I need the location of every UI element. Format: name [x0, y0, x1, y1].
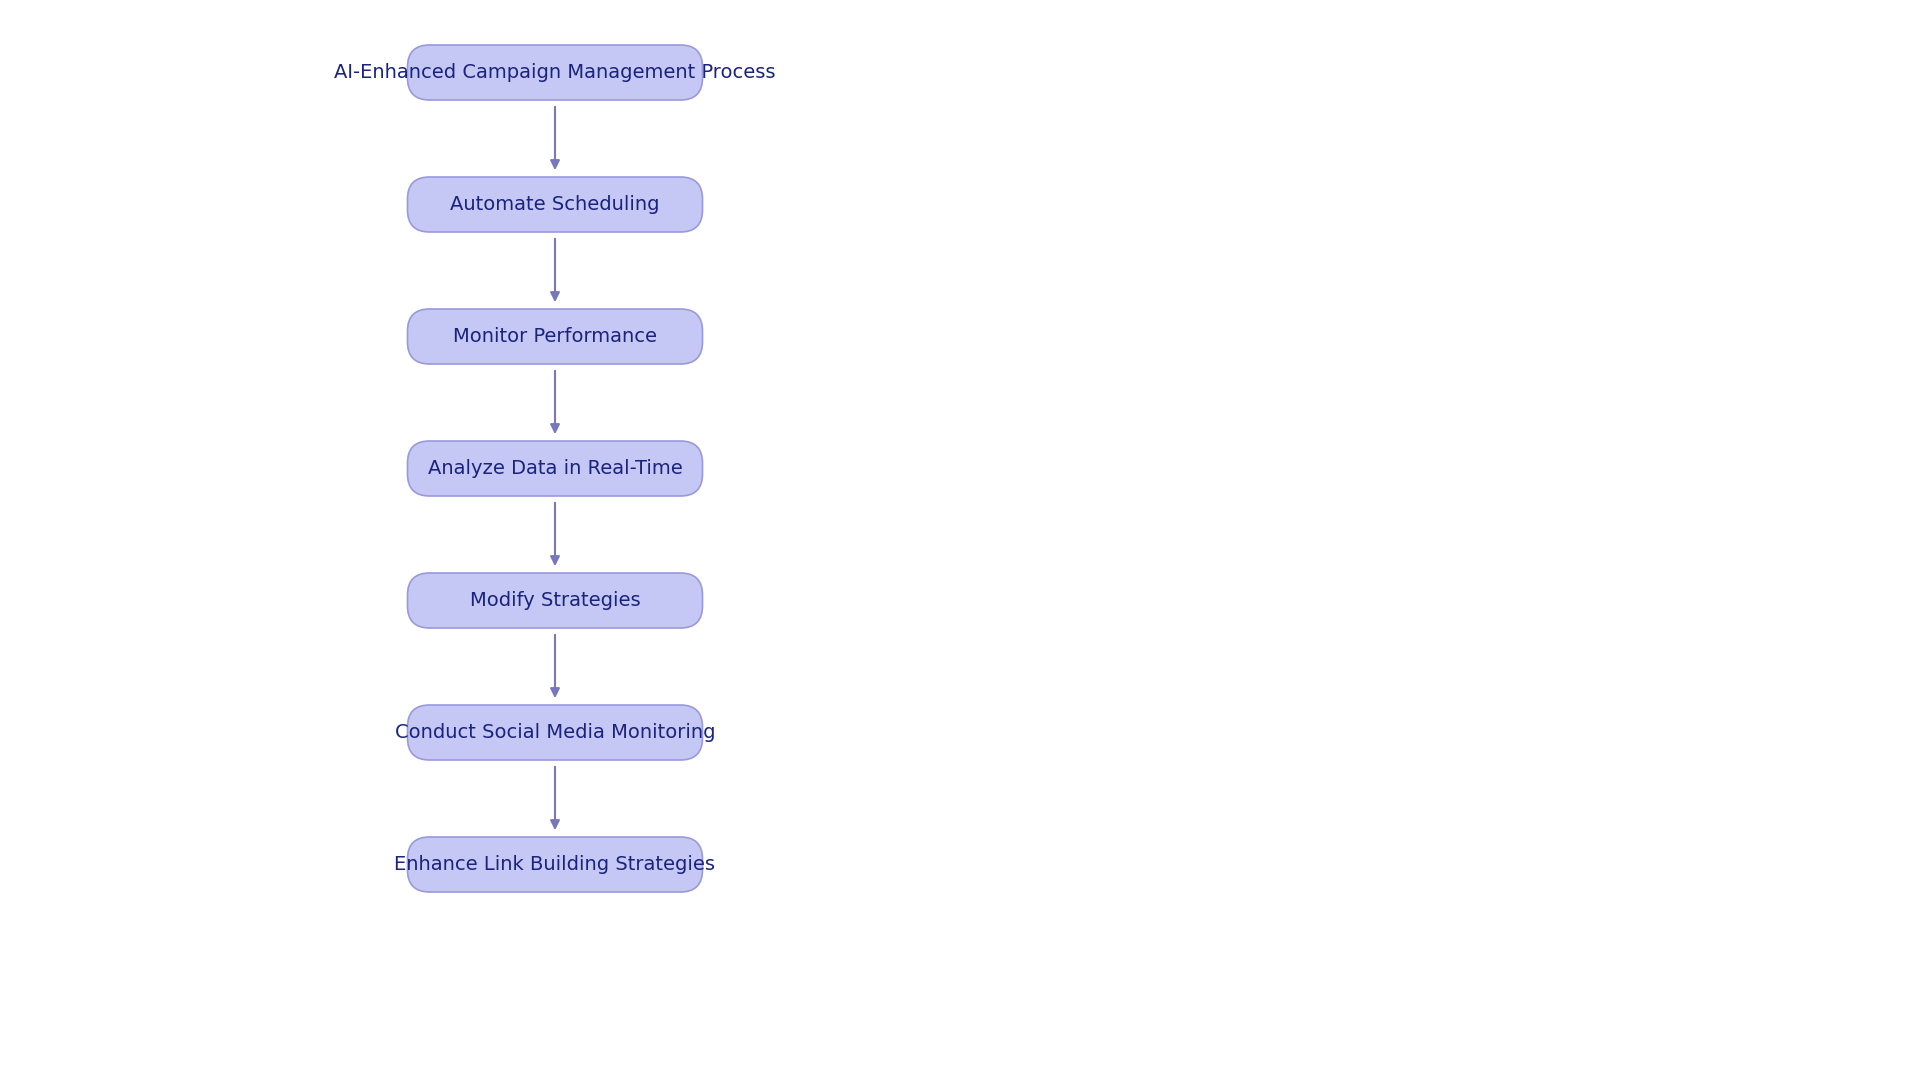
- FancyBboxPatch shape: [407, 45, 703, 100]
- Text: Monitor Performance: Monitor Performance: [453, 327, 657, 345]
- FancyBboxPatch shape: [407, 177, 703, 232]
- Text: Enhance Link Building Strategies: Enhance Link Building Strategies: [394, 854, 716, 874]
- Text: Automate Scheduling: Automate Scheduling: [451, 195, 660, 214]
- FancyBboxPatch shape: [407, 309, 703, 364]
- FancyBboxPatch shape: [407, 837, 703, 892]
- FancyBboxPatch shape: [407, 573, 703, 628]
- FancyBboxPatch shape: [407, 441, 703, 496]
- Text: Modify Strategies: Modify Strategies: [470, 591, 639, 610]
- FancyBboxPatch shape: [407, 705, 703, 760]
- Text: AI-Enhanced Campaign Management Process: AI-Enhanced Campaign Management Process: [334, 63, 776, 82]
- Text: Conduct Social Media Monitoring: Conduct Social Media Monitoring: [396, 723, 716, 742]
- Text: Analyze Data in Real-Time: Analyze Data in Real-Time: [428, 459, 682, 478]
